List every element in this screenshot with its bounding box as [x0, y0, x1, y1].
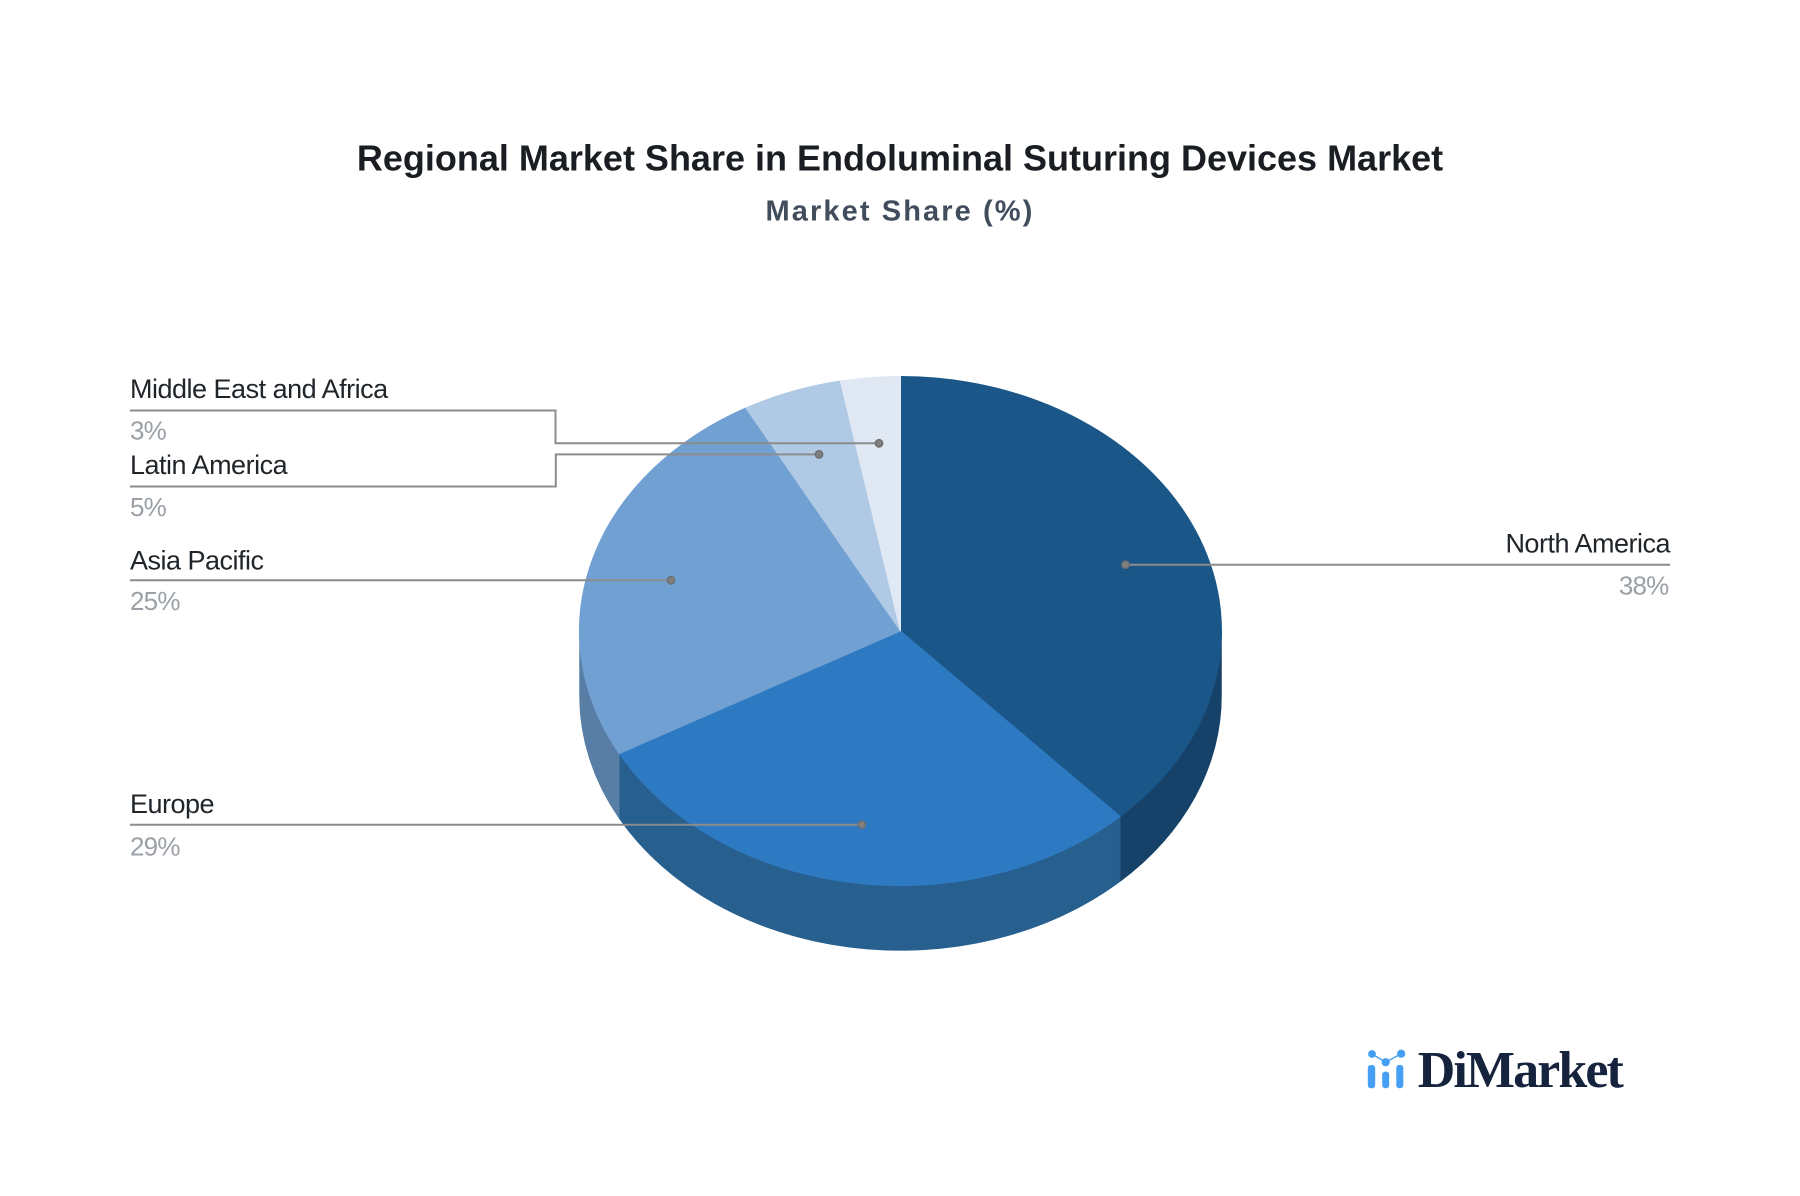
svg-text:38%: 38% — [1619, 571, 1669, 601]
svg-text:Asia Pacific: Asia Pacific — [130, 546, 264, 576]
svg-text:29%: 29% — [130, 832, 180, 862]
svg-text:Market Share (%): Market Share (%) — [766, 196, 1035, 228]
svg-text:Middle East and Africa: Middle East and Africa — [130, 374, 389, 404]
svg-text:Latin America: Latin America — [130, 450, 289, 480]
svg-text:25%: 25% — [130, 586, 180, 616]
svg-text:North America: North America — [1505, 529, 1671, 559]
svg-text:Europe: Europe — [130, 789, 214, 819]
svg-text:5%: 5% — [130, 492, 167, 522]
svg-text:Regional Market Share in Endol: Regional Market Share in Endoluminal Sut… — [357, 138, 1443, 179]
svg-text:3%: 3% — [130, 416, 167, 446]
svg-text:DiMarket: DiMarket — [1418, 1042, 1625, 1099]
